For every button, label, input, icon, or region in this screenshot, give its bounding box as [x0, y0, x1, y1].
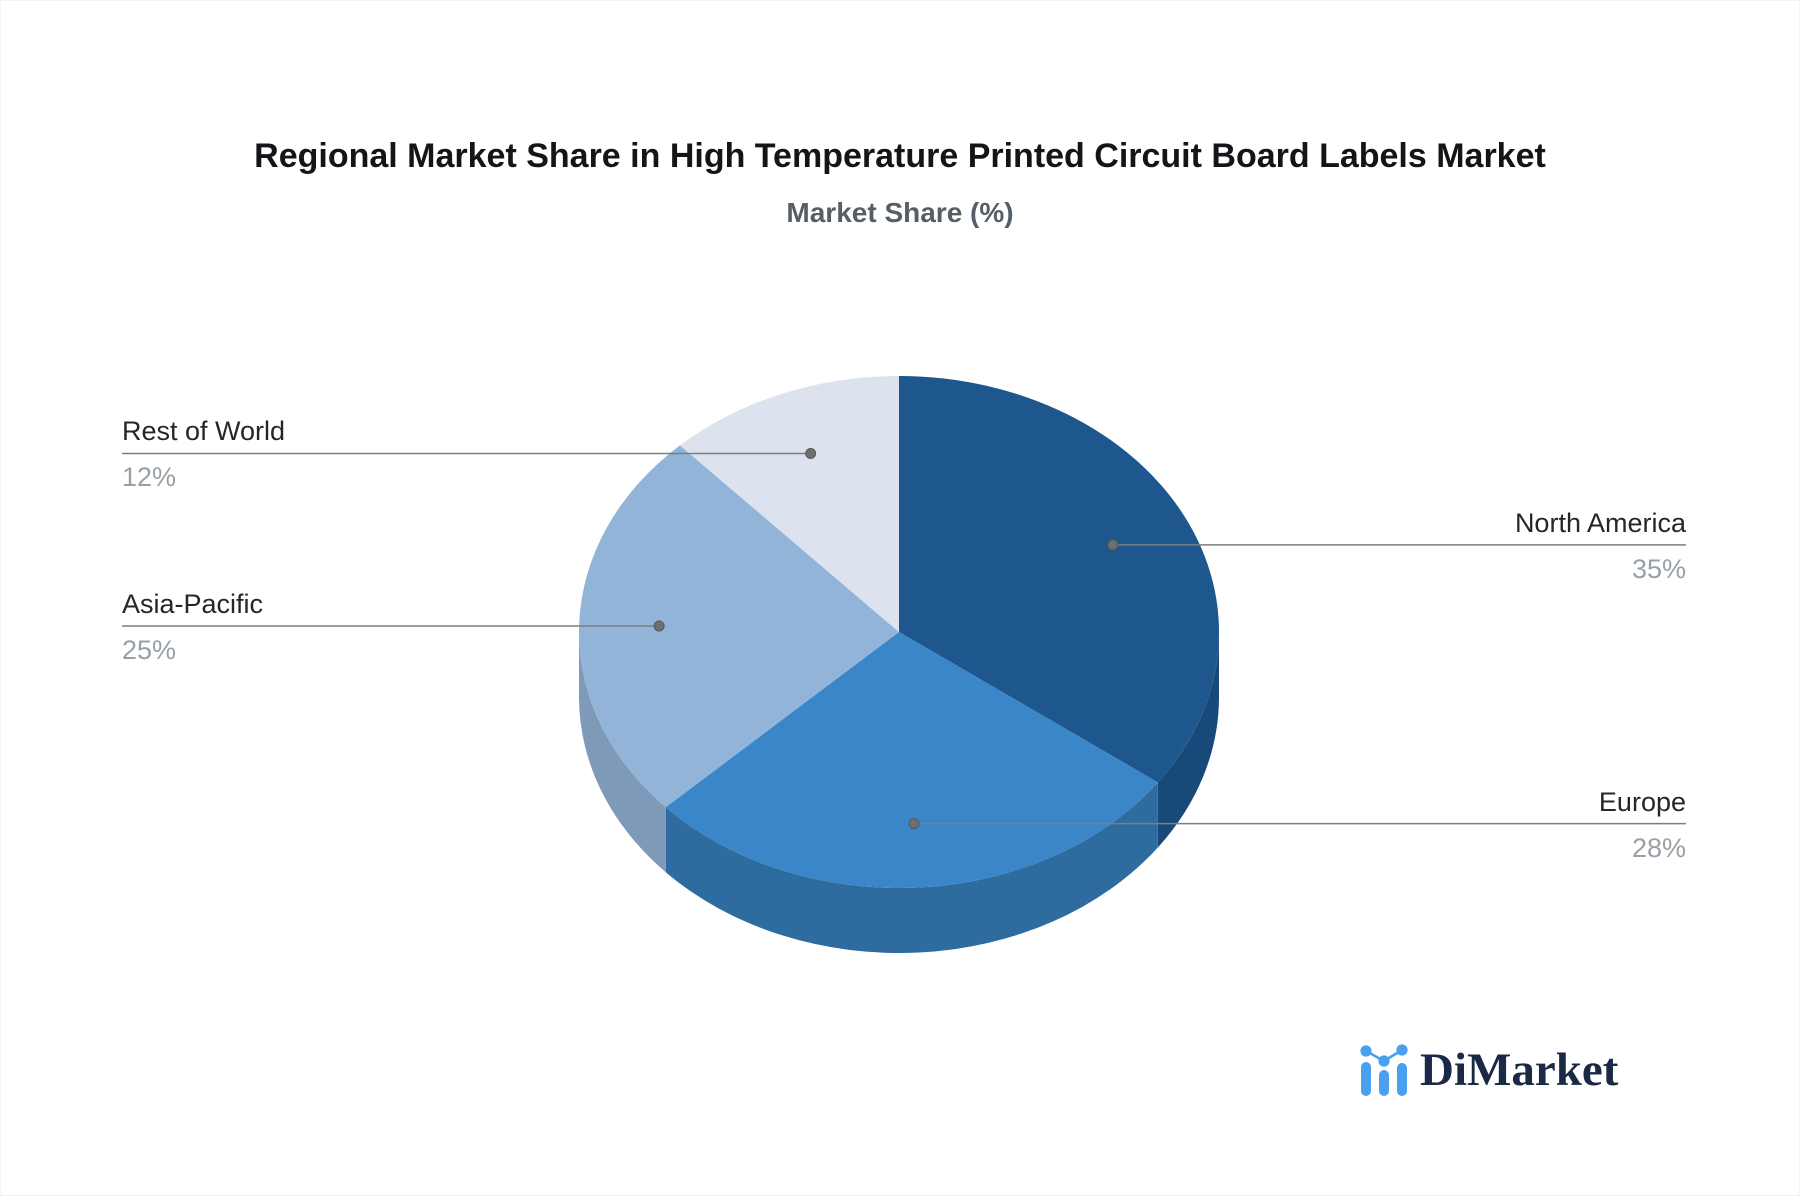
callout-value-rest-of-world: 12% — [122, 462, 177, 493]
bar-chart-trend-logo-icon — [1360, 1044, 1408, 1096]
callout-label-north-america: North America — [1514, 507, 1686, 538]
brand-logo: DiMarket — [1360, 1038, 1618, 1102]
callout-dot-europe — [908, 818, 920, 830]
callout-label-europe: Europe — [1598, 786, 1686, 817]
pie-slice-side-asia-pacific — [579, 632, 666, 873]
callout-value-asia-pacific: 25% — [122, 634, 177, 665]
callout-label-asia-pacific: Asia-Pacific — [122, 588, 264, 619]
pie-slice-side-europe — [665, 782, 1158, 954]
callout-dot-rest-of-world — [805, 447, 817, 459]
pie-slice-rest-of-world[interactable] — [679, 376, 899, 632]
pie-slice-side-north-america — [1157, 632, 1219, 848]
callout-value-europe: 28% — [1631, 832, 1686, 863]
callout-dot-asia-pacific — [653, 620, 665, 632]
chart-subtitle: Market Share (%) — [786, 197, 1014, 228]
callout-label-rest-of-world: Rest of World — [122, 416, 286, 447]
pie-slice-north-america[interactable] — [899, 376, 1219, 783]
callout-dot-north-america — [1107, 539, 1119, 551]
callout-value-north-america: 35% — [1631, 553, 1686, 584]
pie-slice-asia-pacific[interactable] — [579, 445, 899, 808]
brand-name: DiMarket — [1420, 1043, 1619, 1096]
chart-title: Regional Market Share in High Temperatur… — [254, 137, 1546, 175]
